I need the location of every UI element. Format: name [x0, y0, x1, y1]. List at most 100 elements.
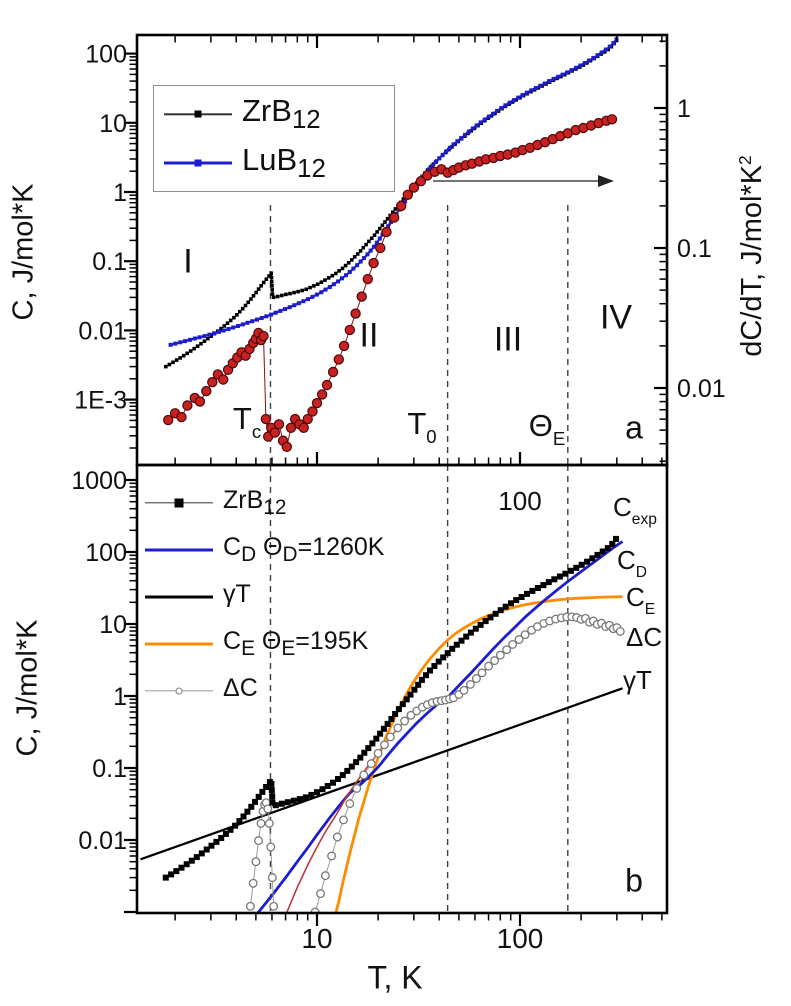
data-marker — [296, 301, 301, 306]
data-marker — [357, 754, 364, 761]
data-marker — [217, 374, 229, 385]
data-marker — [251, 294, 256, 298]
data-marker — [542, 81, 547, 86]
data-marker — [603, 50, 607, 54]
data-marker — [377, 226, 382, 231]
data-marker — [268, 780, 275, 787]
legend-item-lub12: LuB12 — [164, 142, 384, 184]
data-marker — [271, 295, 276, 300]
data-marker — [478, 120, 483, 125]
data-marker — [458, 637, 465, 644]
data-marker — [384, 720, 391, 727]
data-marker — [385, 217, 390, 221]
tc-label: Tc — [232, 400, 262, 443]
data-marker — [267, 873, 277, 883]
data-marker — [373, 748, 383, 758]
data-marker — [423, 672, 429, 679]
data-marker — [326, 276, 331, 280]
data-marker — [203, 846, 210, 853]
data-marker — [267, 274, 271, 278]
data-marker — [266, 842, 276, 852]
legend-panel-a: ZrB12 LuB12 — [153, 85, 395, 192]
legend-label: CE ΘE=195K — [223, 627, 369, 660]
data-marker — [270, 288, 274, 292]
data-marker — [607, 44, 612, 49]
data-marker — [307, 406, 318, 417]
data-marker — [346, 261, 351, 265]
data-marker — [490, 656, 500, 666]
data-marker — [311, 397, 323, 409]
data-marker — [243, 303, 248, 308]
data-marker — [283, 307, 287, 312]
data-marker — [562, 570, 569, 577]
data-marker — [365, 252, 370, 257]
data-marker — [192, 336, 197, 341]
data-marker — [248, 878, 258, 888]
data-marker — [323, 287, 328, 292]
data-marker — [327, 366, 339, 378]
data-marker — [362, 273, 373, 285]
data-marker — [339, 815, 348, 825]
data-marker — [400, 716, 410, 726]
data-marker — [344, 324, 355, 336]
data-marker — [453, 641, 460, 648]
tick-label: 0.1 — [677, 235, 712, 263]
data-marker — [207, 332, 212, 337]
data-marker — [584, 558, 591, 565]
data-marker — [171, 360, 175, 365]
data-marker — [391, 210, 395, 214]
y-axis-title-right: dC/dT, J/mol*K2 — [735, 155, 768, 357]
data-marker — [275, 294, 280, 299]
data-marker — [285, 422, 297, 433]
data-marker — [298, 422, 309, 433]
data-marker — [221, 328, 226, 333]
data-marker — [162, 414, 174, 426]
data-marker — [477, 621, 484, 628]
data-marker — [316, 389, 328, 400]
y-axis-title-panel-b: C, J/mol*K — [11, 619, 44, 757]
data-marker — [212, 331, 217, 336]
data-marker — [178, 356, 182, 360]
data-marker — [408, 182, 420, 193]
data-marker — [573, 564, 580, 571]
data-marker — [288, 291, 292, 296]
tick-label: 10 — [99, 110, 127, 138]
data-marker — [173, 868, 180, 875]
data-marker — [459, 685, 469, 695]
data-marker — [373, 735, 380, 742]
data-marker — [451, 142, 456, 147]
data-marker — [367, 239, 371, 244]
panel-b-letter: b — [625, 862, 643, 899]
data-marker — [449, 645, 456, 652]
data-marker — [270, 283, 274, 288]
data-marker — [306, 297, 310, 302]
data-marker — [353, 759, 360, 766]
legend-item-zrb12: ZrB12 — [164, 93, 384, 135]
data-marker — [399, 701, 406, 708]
data-marker — [339, 772, 346, 779]
data-marker — [533, 86, 538, 90]
data-marker — [467, 629, 474, 636]
data-marker — [314, 789, 320, 796]
data-marker — [195, 344, 200, 348]
data-marker — [534, 585, 541, 591]
data-marker — [236, 324, 240, 328]
data-marker — [551, 576, 558, 583]
data-marker — [440, 654, 447, 661]
data-marker — [477, 668, 487, 678]
data-marker — [524, 90, 529, 95]
data-marker — [440, 152, 445, 157]
data-marker — [183, 861, 190, 868]
tick-label: 100 — [85, 539, 127, 567]
gamma-t-line-icon — [145, 588, 213, 606]
data-marker — [518, 594, 525, 600]
data-marker — [258, 330, 269, 342]
data-marker — [377, 730, 384, 737]
tick-label: 100 — [85, 41, 127, 69]
data-marker — [246, 300, 250, 305]
data-marker — [350, 258, 354, 262]
data-marker — [197, 335, 202, 340]
data-marker — [372, 244, 376, 249]
data-marker — [609, 540, 616, 547]
data-marker — [574, 65, 578, 70]
